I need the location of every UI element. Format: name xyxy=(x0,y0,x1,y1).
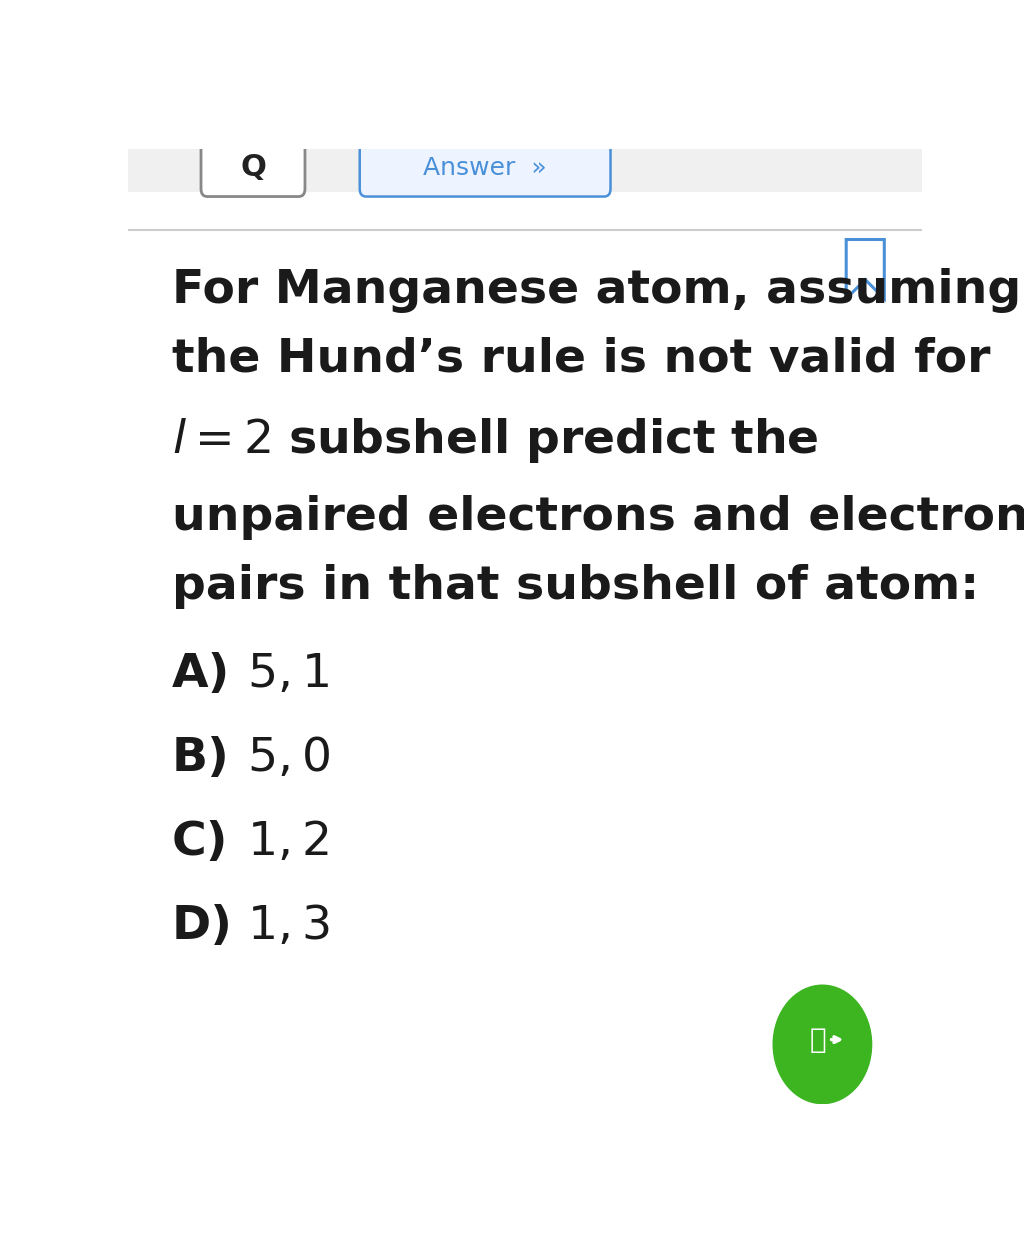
Text: Q: Q xyxy=(240,154,266,182)
Text: For Manganese atom, assuming: For Manganese atom, assuming xyxy=(172,268,1021,314)
Text: unpaired electrons and electron: unpaired electrons and electron xyxy=(172,495,1024,539)
Text: C): C) xyxy=(172,820,228,866)
Text: $1, 3$: $1, 3$ xyxy=(247,904,330,949)
Text: $5, 0$: $5, 0$ xyxy=(247,737,330,781)
Text: $5, 1$: $5, 1$ xyxy=(247,652,329,697)
Circle shape xyxy=(773,986,871,1104)
Text: the Hund’s rule is not valid for: the Hund’s rule is not valid for xyxy=(172,337,990,382)
Text: 📞: 📞 xyxy=(810,1025,826,1054)
Text: B): B) xyxy=(172,737,229,781)
FancyBboxPatch shape xyxy=(128,139,922,192)
Text: $1, 2$: $1, 2$ xyxy=(247,820,329,866)
FancyBboxPatch shape xyxy=(201,139,305,196)
Text: D): D) xyxy=(172,904,232,949)
Text: Answer  »: Answer » xyxy=(423,156,547,180)
Text: pairs in that subshell of atom:: pairs in that subshell of atom: xyxy=(172,564,979,609)
Text: A): A) xyxy=(172,652,230,697)
FancyBboxPatch shape xyxy=(359,139,610,196)
Text: $l = 2$ $\mathbf{subshell\ predict\ the}$: $l = 2$ $\mathbf{subshell\ predict\ the}… xyxy=(172,415,818,465)
